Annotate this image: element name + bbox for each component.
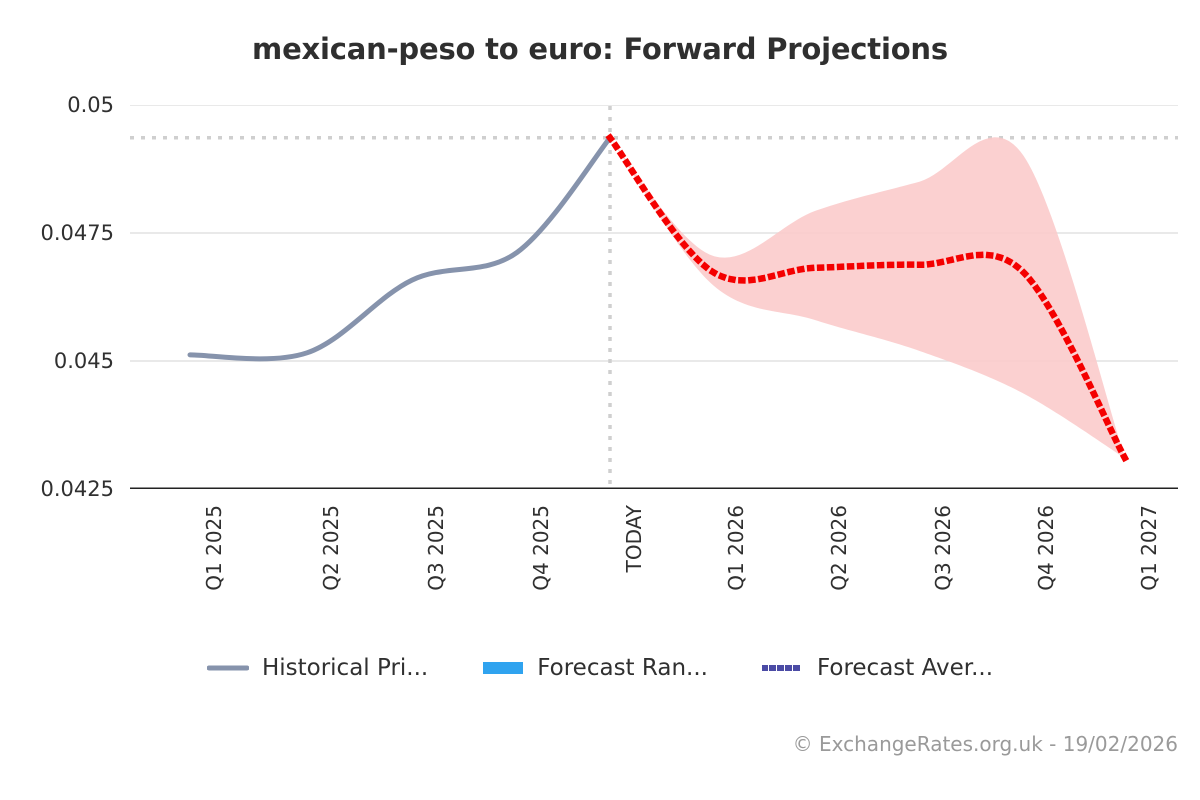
x-tick-label-text: Q3 2025	[424, 505, 448, 591]
x-tick-label-text: Q4 2026	[1034, 505, 1058, 591]
plot-area	[130, 105, 1178, 489]
y-tick-label: 0.0475	[40, 221, 114, 245]
forecast-average-line	[605, 133, 1130, 463]
y-tick-label: 0.05	[67, 93, 114, 117]
x-tick-label-text: Q2 2025	[319, 505, 343, 591]
x-tick-label-text: Q3 2026	[931, 505, 955, 591]
copyright-footer: © ExchangeRates.org.uk - 19/02/2026	[792, 732, 1178, 756]
page-title: mexican-peso to euro: Forward Projection…	[252, 32, 948, 66]
x-tick-label-text: Q1 2026	[724, 505, 748, 591]
legend-item-label: Forecast Ran...	[537, 655, 708, 681]
legend-item-label: Historical Pri...	[261, 655, 429, 681]
forecast-range-band	[610, 137, 1125, 459]
legend-dotted-line-icon	[761, 665, 804, 671]
y-tick-label: 0.045	[53, 349, 114, 373]
y-tick-label: 0.0425	[40, 477, 114, 501]
legend-swatch-icon	[483, 662, 524, 674]
legend-item-label: Forecast Aver...	[816, 655, 994, 681]
legend-item[interactable]: Historical Pri...	[206, 655, 429, 681]
legend-item[interactable]: Forecast Aver...	[761, 655, 994, 681]
chart-legend: Historical Pri... Forecast Ran... Forecast…	[0, 655, 1200, 681]
x-tick-label-text: TODAY	[622, 505, 646, 573]
x-tick-label-text: Q2 2026	[827, 505, 851, 591]
chart-canvas	[130, 105, 1178, 489]
x-tick-label-text: Q4 2025	[529, 505, 553, 591]
x-tick-label-text: Q1 2027	[1137, 505, 1161, 591]
historical-price-line	[187, 135, 613, 362]
x-tick-label-text: Q1 2025	[202, 505, 226, 591]
legend-solid-line-icon	[206, 665, 249, 671]
legend-item[interactable]: Forecast Ran...	[482, 655, 708, 681]
